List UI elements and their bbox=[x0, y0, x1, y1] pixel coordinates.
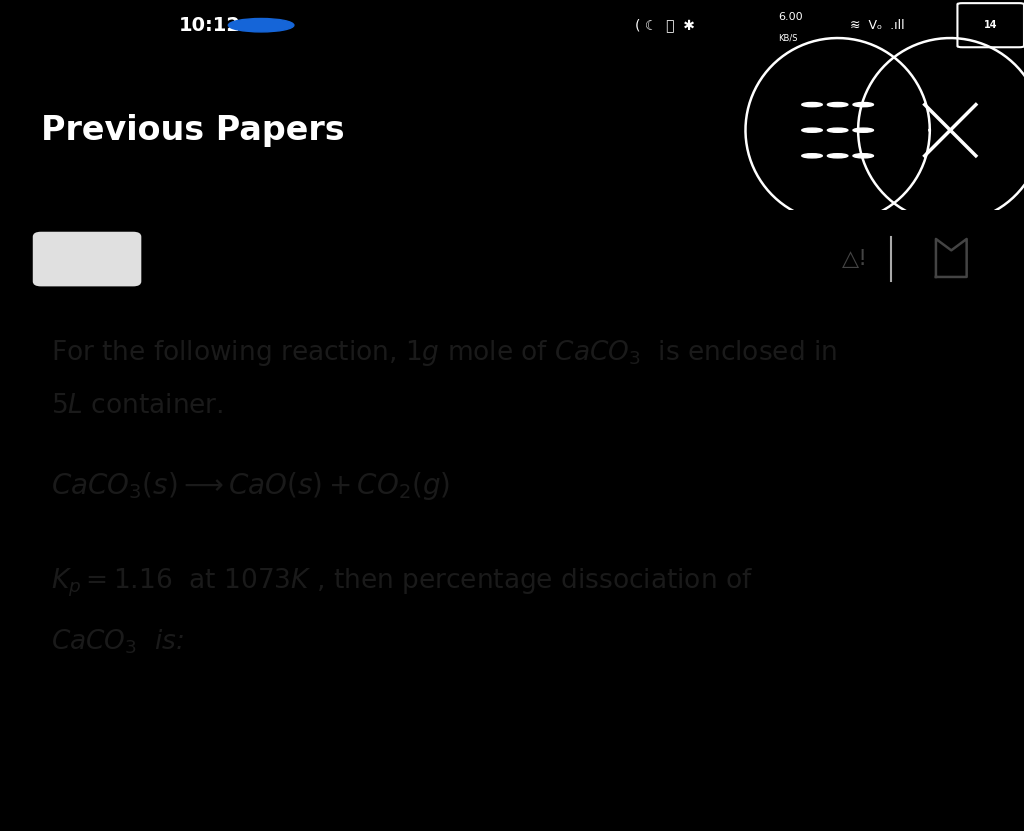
Text: △!: △! bbox=[842, 249, 868, 269]
Circle shape bbox=[827, 102, 848, 106]
Text: 10:12: 10:12 bbox=[179, 16, 241, 35]
Circle shape bbox=[853, 102, 873, 106]
Circle shape bbox=[802, 154, 822, 158]
Text: ( ☾  ⏰  ✱: ( ☾ ⏰ ✱ bbox=[635, 18, 694, 32]
Text: $CaCO_3$  is:: $CaCO_3$ is: bbox=[51, 627, 184, 656]
Text: ≋  Vₒ  .ıll: ≋ Vₒ .ıll bbox=[850, 19, 904, 32]
Text: $CaCO_3(s) \longrightarrow CaO(s) + CO_2(g)$: $CaCO_3(s) \longrightarrow CaO(s) + CO_2… bbox=[51, 470, 451, 503]
Text: $K_p = 1.16$  at $1073K$ , then percentage dissociation of: $K_p = 1.16$ at $1073K$ , then percentag… bbox=[51, 567, 754, 599]
Circle shape bbox=[228, 18, 294, 32]
Text: For the following reaction, $1g$ mole of $CaCO_3$  is enclosed in: For the following reaction, $1g$ mole of… bbox=[51, 338, 838, 368]
FancyBboxPatch shape bbox=[33, 232, 141, 287]
Text: 25: 25 bbox=[68, 245, 106, 273]
Text: $5L$ container.: $5L$ container. bbox=[51, 392, 223, 419]
Text: 6.00: 6.00 bbox=[778, 12, 803, 22]
Circle shape bbox=[853, 128, 873, 132]
Circle shape bbox=[802, 128, 822, 132]
Circle shape bbox=[827, 154, 848, 158]
Text: 14: 14 bbox=[983, 20, 997, 30]
Circle shape bbox=[853, 154, 873, 158]
Text: Previous Papers: Previous Papers bbox=[41, 114, 345, 147]
Circle shape bbox=[802, 102, 822, 106]
Text: KB/S: KB/S bbox=[778, 33, 798, 42]
Circle shape bbox=[827, 128, 848, 132]
